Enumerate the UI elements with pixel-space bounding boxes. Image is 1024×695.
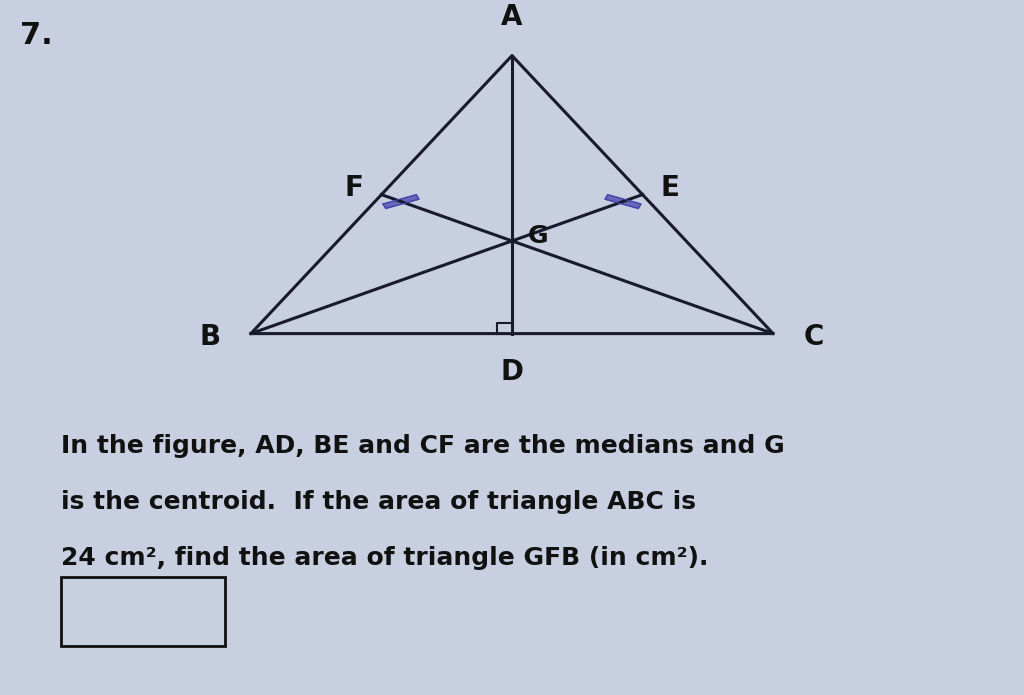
Text: In the figure, AD, BE and CF are the medians and G: In the figure, AD, BE and CF are the med…: [61, 434, 785, 459]
Text: D: D: [501, 358, 523, 386]
Text: 24 cm², find the area of triangle GFB (in cm²).: 24 cm², find the area of triangle GFB (i…: [61, 546, 709, 570]
Text: F: F: [345, 174, 364, 202]
Text: E: E: [660, 174, 679, 202]
Text: G: G: [527, 224, 548, 248]
Text: A: A: [502, 3, 522, 31]
Polygon shape: [383, 195, 419, 208]
Text: 7.: 7.: [20, 21, 53, 50]
Text: C: C: [804, 323, 824, 351]
Text: B: B: [199, 323, 220, 351]
Polygon shape: [605, 195, 641, 208]
Bar: [61, 577, 225, 646]
Text: is the centroid.  If the area of triangle ABC is: is the centroid. If the area of triangle…: [61, 490, 696, 514]
